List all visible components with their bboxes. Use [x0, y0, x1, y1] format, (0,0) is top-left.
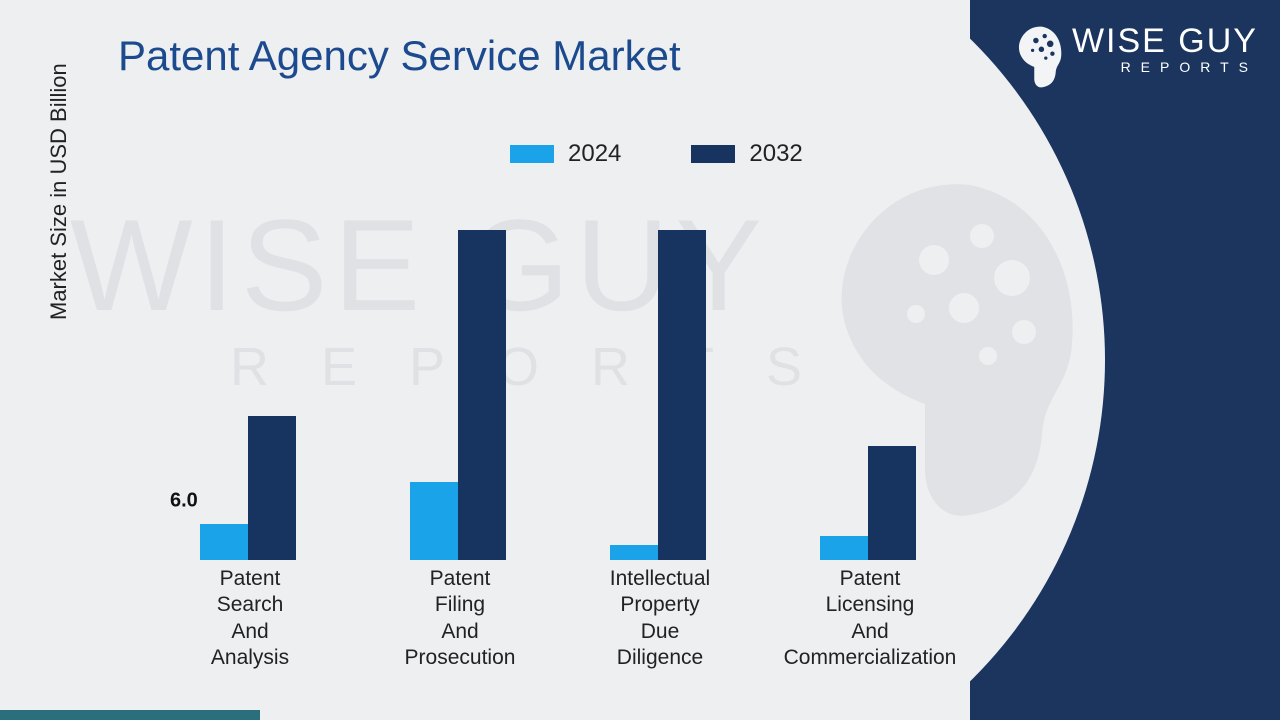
legend: 2024 2032 [510, 140, 803, 168]
y-axis-label: Market Size in USD Billion [46, 63, 72, 320]
plot-area: 6.0 PatentSearchAndAnalysis PatentFiling… [160, 200, 960, 560]
bar-2024 [610, 545, 658, 560]
legend-label: 2024 [568, 140, 621, 168]
bar-2024 [200, 524, 248, 560]
bar-2032 [658, 230, 706, 560]
y-tick: 6.0 [170, 490, 198, 513]
bar-chart: Market Size in USD Billion 2024 2032 6.0… [100, 140, 970, 690]
legend-item: 2024 [510, 140, 621, 168]
category-label: PatentLicensingAndCommercialization [780, 566, 960, 671]
category-label: IntellectualPropertyDueDiligence [570, 566, 750, 671]
bottom-stripe [0, 710, 260, 720]
bar-2032 [868, 446, 916, 560]
legend-item: 2032 [691, 140, 802, 168]
category-label: PatentSearchAndAnalysis [160, 566, 340, 671]
logo-head-icon [1009, 24, 1065, 90]
bar-2024 [820, 536, 868, 560]
legend-swatch-2024 [510, 145, 554, 163]
legend-swatch-2032 [691, 145, 735, 163]
category-label: PatentFilingAndProsecution [370, 566, 550, 671]
bar-2032 [248, 416, 296, 560]
legend-label: 2032 [749, 140, 802, 168]
logo-line2: REPORTS [1072, 59, 1258, 75]
chart-title: Patent Agency Service Market [118, 32, 681, 80]
logo-line1: WISE GUY [1072, 22, 1258, 61]
bar-2032 [458, 230, 506, 560]
bar-2024 [410, 482, 458, 560]
brand-logo: WISE GUY REPORTS [1072, 22, 1258, 75]
canvas: WISE GUY REPORTS Patent Agency Service M… [0, 0, 1280, 720]
